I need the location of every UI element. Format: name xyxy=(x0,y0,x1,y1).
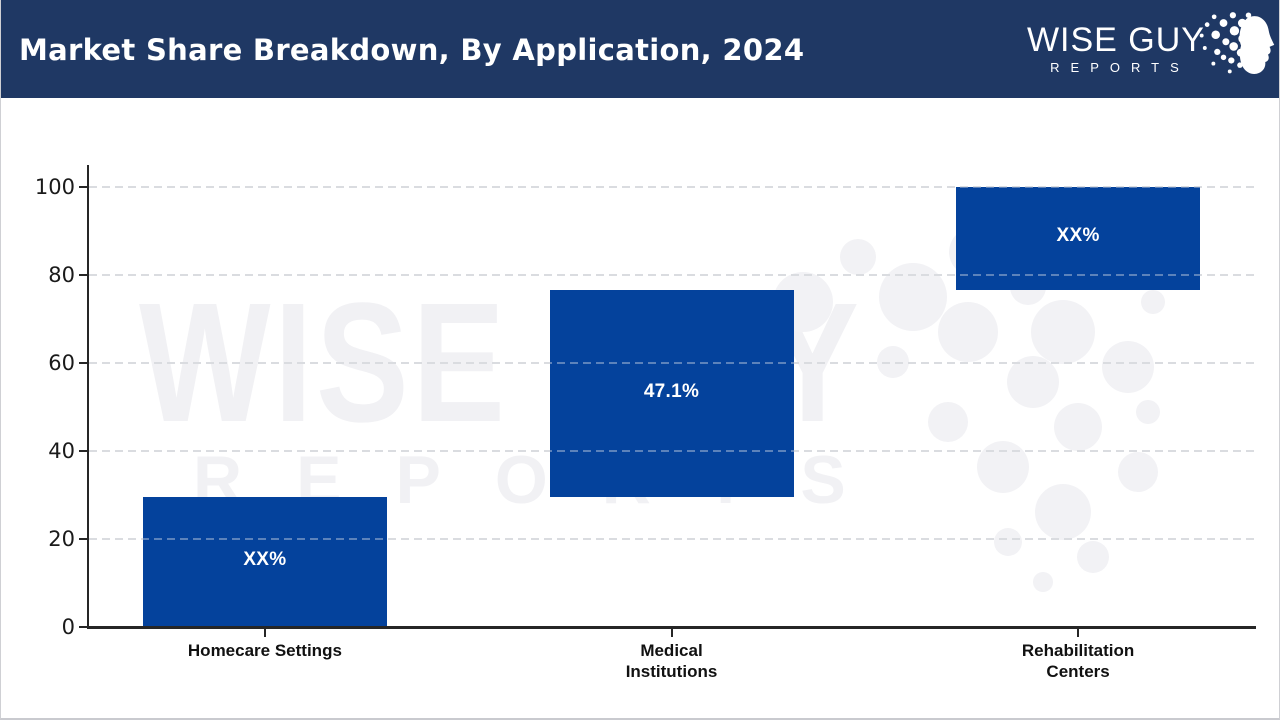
x-category-label-medical-institutions: Medical Institutions xyxy=(625,641,718,681)
bar-value-label-medical-institutions: 47.1% xyxy=(643,380,700,402)
y-tick-label-60: 60 xyxy=(48,351,75,375)
x-category-label-rehabilitation-centers: Rehabilitation Centers xyxy=(1021,641,1135,681)
y-tick-label-80: 80 xyxy=(48,263,75,287)
bar-value-label-homecare-settings: XX% xyxy=(243,549,287,571)
bar-medical-institutions xyxy=(549,289,794,498)
bar-homecare-settings xyxy=(142,497,387,627)
chart-title: Market Share Breakdown, By Application, … xyxy=(19,33,805,67)
y-tick-label-20: 20 xyxy=(48,527,75,551)
y-tick-label-0: 0 xyxy=(61,615,75,639)
y-tick-label-40: 40 xyxy=(48,439,75,463)
dotted-head-profile-icon xyxy=(1199,12,1275,74)
x-tick-mark-rehabilitation-centers xyxy=(1077,629,1080,637)
gridline-overlay-y-40 xyxy=(89,450,1254,452)
header-banner: Market Share Breakdown, By Application, … xyxy=(1,0,1279,98)
gridline-overlay-y-60 xyxy=(89,362,1254,364)
x-tick-mark-medical-institutions xyxy=(670,629,673,637)
y-tick-mark-0 xyxy=(79,626,89,628)
y-tick-mark-20 xyxy=(79,538,89,540)
logo-text: WISE GUY REPORTS xyxy=(1026,21,1205,75)
wise-guy-logo: WISE GUY REPORTS xyxy=(1027,7,1275,89)
y-axis-line xyxy=(87,165,89,629)
logo-subtitle: REPORTS xyxy=(1050,59,1190,75)
x-axis-line xyxy=(87,626,1256,629)
gridline-y-20 xyxy=(89,538,1254,540)
y-tick-label-100: 100 xyxy=(34,175,75,199)
x-tick-mark-homecare-settings xyxy=(263,629,266,637)
logo-wordmark: WISE GUY xyxy=(1026,21,1205,59)
x-category-label-homecare-settings: Homecare Settings xyxy=(187,641,342,660)
gridline-overlay-y-100 xyxy=(89,186,1254,188)
gridline-y-80 xyxy=(89,274,1254,276)
y-tick-mark-80 xyxy=(79,274,89,276)
y-tick-mark-60 xyxy=(79,362,89,364)
bar-value-label-rehabilitation-centers: XX% xyxy=(1056,225,1100,247)
y-tick-mark-40 xyxy=(79,450,89,452)
gridline-overlay-y-80 xyxy=(89,274,1254,276)
y-tick-mark-100 xyxy=(79,186,89,188)
gridline-overlay-y-20 xyxy=(89,538,1254,540)
gridline-y-100 xyxy=(89,186,1254,188)
bar-rehabilitation-centers xyxy=(956,187,1201,290)
